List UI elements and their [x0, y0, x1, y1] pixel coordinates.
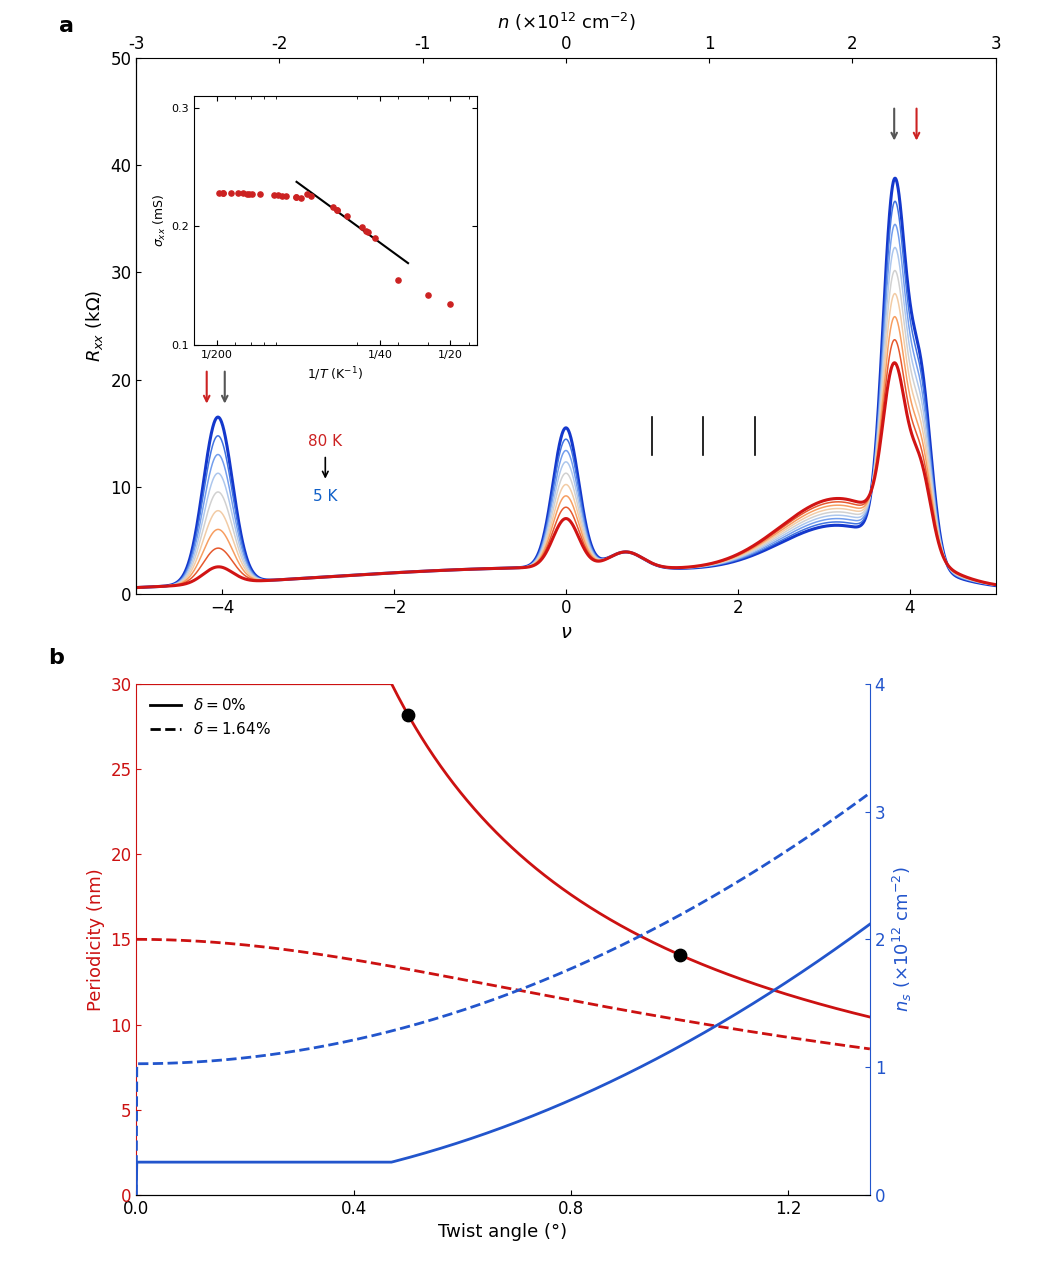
Point: [357, 220, 374, 240]
Y-axis label: Periodicity (nm): Periodicity (nm): [87, 868, 105, 1011]
Point: [339, 206, 355, 226]
Point: [243, 184, 260, 204]
Point: [390, 270, 407, 290]
Point: [292, 188, 309, 208]
Y-axis label: $R_{xx}$ (k$\Omega$): $R_{xx}$ (k$\Omega$): [84, 290, 105, 362]
Point: [442, 294, 459, 314]
Point: [211, 183, 227, 203]
Text: 5 K: 5 K: [313, 489, 337, 504]
Point: [269, 185, 286, 206]
Y-axis label: $\sigma_{xx}$ (mS): $\sigma_{xx}$ (mS): [152, 194, 169, 247]
Text: a: a: [59, 17, 74, 36]
Y-axis label: $n_s$ ($\times10^{12}$ cm$^{-2}$): $n_s$ ($\times10^{12}$ cm$^{-2}$): [891, 866, 914, 1012]
Point: [419, 285, 436, 305]
Point: [329, 199, 346, 220]
Point: [214, 183, 231, 203]
Point: [274, 185, 290, 206]
Point: [241, 183, 258, 203]
Point: [399, 704, 416, 725]
Point: [354, 217, 371, 238]
Point: [299, 184, 315, 204]
Point: [302, 185, 319, 206]
X-axis label: $1/T$ (K$^{-1}$): $1/T$ (K$^{-1}$): [307, 366, 364, 383]
Point: [278, 185, 294, 206]
X-axis label: $n$ ($\times10^{12}$ cm$^{-2}$): $n$ ($\times10^{12}$ cm$^{-2}$): [497, 12, 635, 33]
Point: [252, 184, 268, 204]
Point: [287, 187, 304, 207]
Point: [324, 197, 341, 217]
Point: [234, 183, 250, 203]
Point: [222, 183, 239, 203]
Point: [329, 199, 346, 220]
X-axis label: Twist angle (°): Twist angle (°): [438, 1223, 568, 1241]
Point: [367, 229, 384, 249]
X-axis label: $\nu$: $\nu$: [560, 622, 572, 642]
Point: [265, 184, 282, 204]
Text: b: b: [48, 648, 64, 668]
Point: [214, 183, 231, 203]
Text: 80 K: 80 K: [308, 435, 343, 450]
Point: [672, 944, 689, 965]
Legend: $\delta = 0\%$, $\delta = 1.64\%$: $\delta = 0\%$, $\delta = 1.64\%$: [144, 691, 277, 744]
Point: [238, 183, 255, 203]
Point: [359, 222, 376, 243]
Point: [287, 187, 304, 207]
Point: [230, 183, 246, 203]
